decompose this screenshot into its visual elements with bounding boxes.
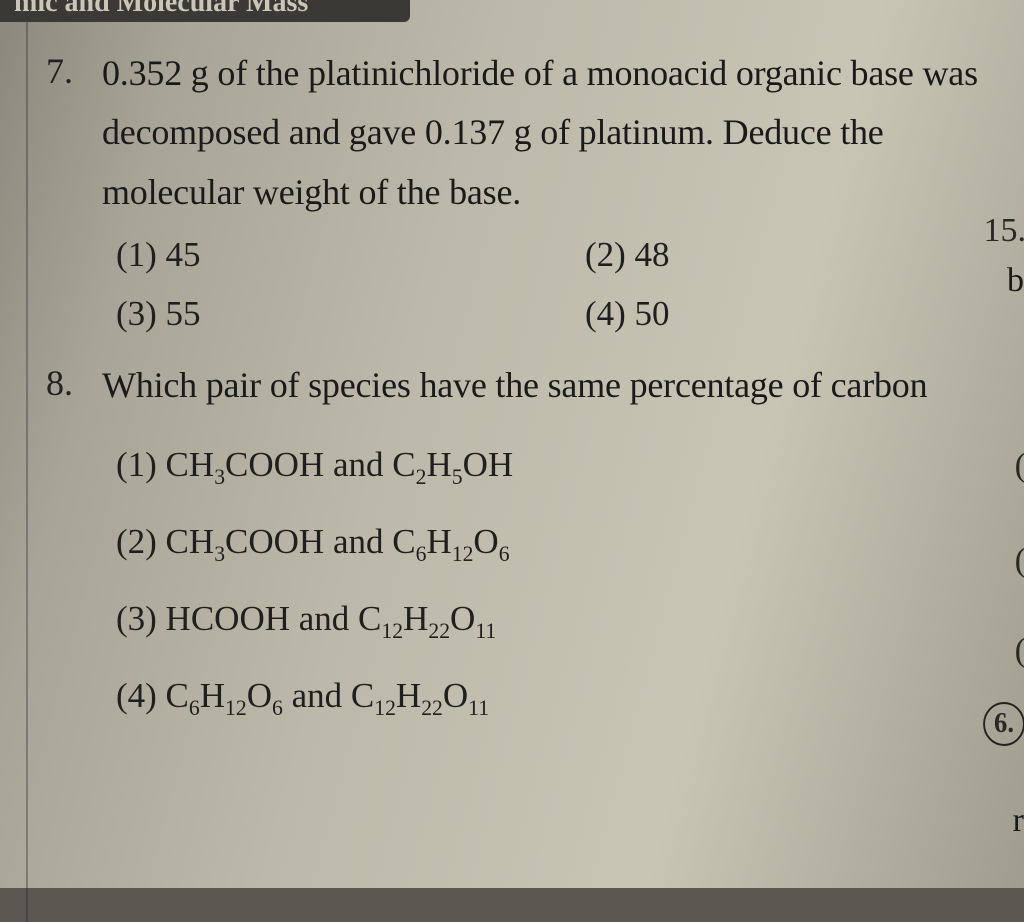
option-1: (1) 45 — [116, 230, 545, 279]
option-2: (2) 48 — [585, 230, 1014, 279]
option-4: (4) 50 — [585, 289, 1014, 338]
option-3: (3) HCOOH and C12H22O11 — [116, 594, 1014, 643]
margin-fragment-paren: ( — [1015, 542, 1024, 580]
question-text: Which pair of species have the same perc… — [102, 356, 937, 415]
margin-fragment-paren: ( — [1015, 447, 1024, 485]
option-4: (4) C6H12O6 and C12H22O11 — [116, 671, 1014, 720]
option-3: (3) 55 — [116, 289, 545, 338]
question-number: 8. — [46, 356, 102, 412]
question-8: 8. Which pair of species have the same p… — [32, 356, 1014, 719]
margin-fragment-letter-b: b — [1007, 262, 1024, 300]
textbook-page: mic and Molecular Mass 7. 0.352 g of the… — [0, 0, 1024, 888]
margin-fragment-paren: ( — [1015, 632, 1024, 670]
margin-fragment-16: 6. — [982, 702, 1024, 746]
question-7-options: (1) 45 (2) 48 (3) 55 (4) 50 — [116, 230, 1014, 338]
page-content: 7. 0.352 g of the platinichloride of a m… — [0, 22, 1024, 748]
margin-rule — [26, 22, 28, 922]
question-number: 7. — [46, 44, 102, 100]
question-8-options: (1) CH3COOH and C2H5OH (2) CH3COOH and C… — [116, 440, 1014, 720]
chapter-header-fragment: mic and Molecular Mass — [0, 0, 410, 22]
margin-fragment-letter-r: r — [1013, 802, 1024, 840]
option-2: (2) CH3COOH and C6H12O6 — [116, 517, 1014, 566]
question-text: 0.352 g of the platinichloride of a mono… — [102, 44, 1014, 222]
margin-fragment-15: 15. — [984, 212, 1024, 250]
option-1: (1) CH3COOH and C2H5OH — [116, 440, 1014, 489]
question-7: 7. 0.352 g of the platinichloride of a m… — [32, 44, 1014, 338]
